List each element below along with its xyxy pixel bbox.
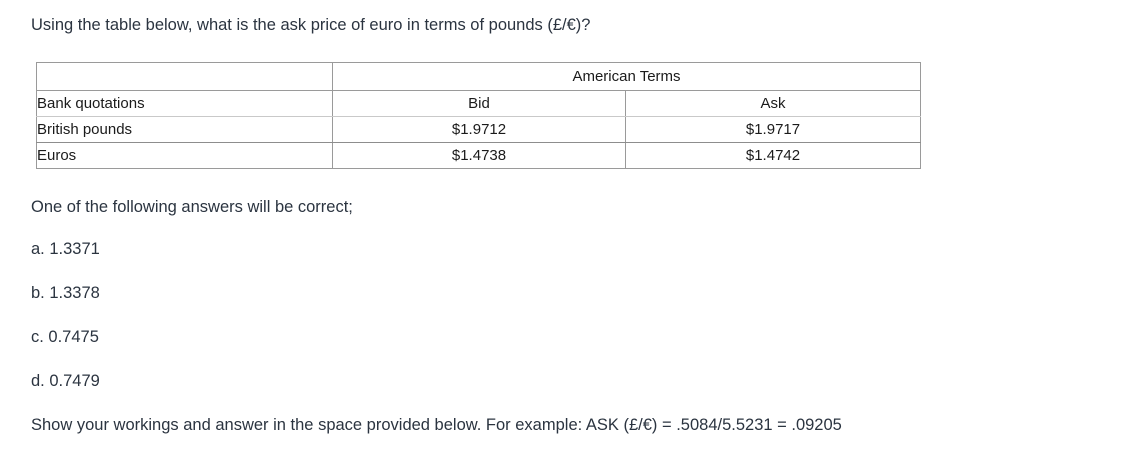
instructions-closing-text: Show your workings and answer in the spa… [31, 416, 842, 434]
answer-option-b: b. 1.3378 [31, 284, 100, 302]
table-span-header-american-terms: American Terms [332, 62, 921, 91]
answer-option-d: d. 0.7479 [31, 372, 100, 390]
table-header-bank-quotations: Bank quotations [36, 90, 333, 117]
answers-section: One of the following answers will be cor… [31, 196, 1101, 436]
answer-option-a: a. 1.3371 [31, 240, 100, 258]
table-corner-cell [36, 62, 333, 91]
table-row-column-headers: Bank quotations Bid Ask [36, 90, 921, 117]
table-row: British pounds $1.9712 $1.9717 [36, 116, 921, 143]
table-cell-bid: $1.9712 [332, 116, 626, 143]
table-cell-bid: $1.4738 [332, 142, 626, 169]
table-cell-ask: $1.4742 [625, 142, 921, 169]
table-cell-row-label: Euros [36, 142, 333, 169]
quotation-table: American Terms Bank quotations Bid Ask B… [36, 62, 921, 169]
quotation-table-container: American Terms Bank quotations Bid Ask B… [36, 62, 921, 169]
table-header-ask: Ask [625, 90, 921, 117]
table-cell-row-label: British pounds [36, 116, 333, 143]
table-cell-ask: $1.9717 [625, 116, 921, 143]
table-row-span-header: American Terms [36, 62, 921, 91]
table-row: Euros $1.4738 $1.4742 [36, 142, 921, 169]
answer-option-c: c. 0.7475 [31, 328, 99, 346]
table-header-bid: Bid [332, 90, 626, 117]
question-prompt: Using the table below, what is the ask p… [31, 16, 591, 34]
answers-lead-text: One of the following answers will be cor… [31, 198, 353, 216]
